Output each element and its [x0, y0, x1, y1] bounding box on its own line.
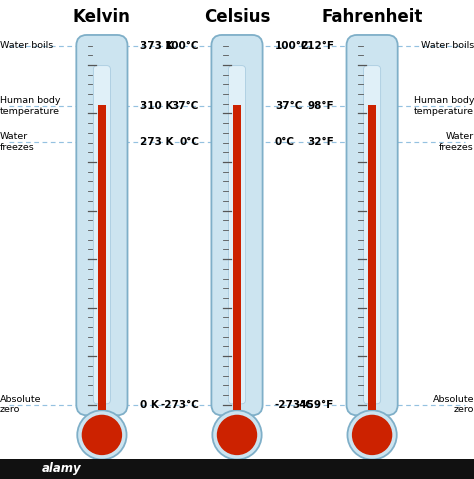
- Text: 273 K: 273 K: [140, 137, 173, 147]
- Text: Celsius: Celsius: [204, 8, 270, 26]
- Bar: [98, 105, 106, 410]
- Text: 212°F: 212°F: [300, 41, 334, 50]
- Text: 100°C: 100°C: [275, 41, 310, 50]
- Text: 37°C: 37°C: [172, 101, 199, 111]
- Text: 37°C: 37°C: [275, 101, 302, 111]
- Bar: [0, 459, 474, 479]
- Text: Absolute
zero: Absolute zero: [432, 395, 474, 414]
- FancyBboxPatch shape: [93, 66, 110, 404]
- Ellipse shape: [77, 411, 127, 459]
- Text: 0°C: 0°C: [275, 137, 295, 147]
- FancyBboxPatch shape: [76, 35, 128, 415]
- Text: Water
freezes: Water freezes: [439, 132, 474, 151]
- Text: 310 K: 310 K: [140, 101, 173, 111]
- Bar: [233, 105, 241, 410]
- FancyBboxPatch shape: [228, 66, 246, 404]
- FancyBboxPatch shape: [346, 35, 398, 415]
- Text: Human body
temperature: Human body temperature: [0, 96, 61, 116]
- Text: Water
freezes: Water freezes: [0, 132, 35, 151]
- Text: -459°F: -459°F: [296, 400, 334, 410]
- FancyBboxPatch shape: [211, 35, 263, 415]
- Text: -273°C: -273°C: [275, 400, 314, 410]
- Bar: [368, 105, 376, 410]
- FancyBboxPatch shape: [364, 66, 381, 404]
- Text: Absolute
zero: Absolute zero: [0, 395, 42, 414]
- Text: 100°C: 100°C: [164, 41, 199, 50]
- Text: alamy: alamy: [42, 462, 82, 476]
- Text: Kelvin: Kelvin: [73, 8, 131, 26]
- Text: 373 K: 373 K: [140, 41, 173, 50]
- Text: 98°F: 98°F: [308, 101, 334, 111]
- Ellipse shape: [212, 411, 262, 459]
- Text: Water boils: Water boils: [421, 41, 474, 50]
- Text: Water boils: Water boils: [0, 41, 53, 50]
- Ellipse shape: [352, 415, 392, 455]
- Ellipse shape: [217, 415, 257, 455]
- Text: Human body
temperature: Human body temperature: [413, 96, 474, 116]
- Text: Fahrenheit: Fahrenheit: [321, 8, 423, 26]
- Text: 0°C: 0°C: [179, 137, 199, 147]
- Text: -273°C: -273°C: [160, 400, 199, 410]
- Ellipse shape: [347, 411, 397, 459]
- Text: 32°F: 32°F: [308, 137, 334, 147]
- Ellipse shape: [82, 415, 122, 455]
- Text: 0 K: 0 K: [140, 400, 159, 410]
